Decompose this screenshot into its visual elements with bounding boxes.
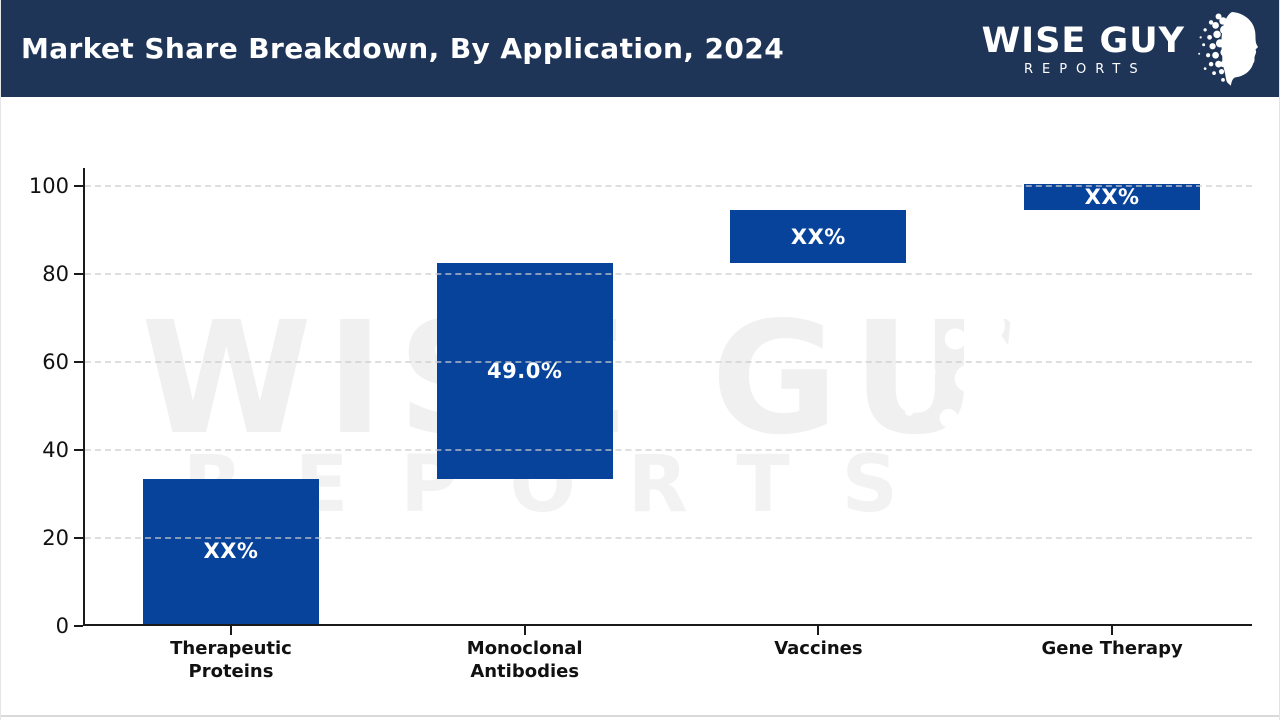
bottom-divider xyxy=(1,715,1279,717)
gridline xyxy=(85,185,1252,187)
bar-value-label: XX% xyxy=(790,224,846,249)
page-title: Market Share Breakdown, By Application, … xyxy=(21,32,785,65)
x-tick-mark xyxy=(1111,626,1114,635)
gridline xyxy=(85,537,1252,539)
bar-therapeutic-proteins: XX% xyxy=(143,478,319,624)
y-tick-label: 100 xyxy=(28,174,69,198)
y-tick-label: 80 xyxy=(42,262,69,286)
gridline xyxy=(85,361,1252,363)
y-tick-label: 40 xyxy=(42,438,69,462)
title-bar: Market Share Breakdown, By Application, … xyxy=(1,0,1279,97)
bar-gene-therapy: XX% xyxy=(1024,184,1201,211)
bar-value-label: 49.0% xyxy=(487,359,563,384)
bar-monoclonal-antibodies: 49.0% xyxy=(436,263,613,479)
bar-value-label: XX% xyxy=(203,539,259,564)
bar-value-label: XX% xyxy=(1084,185,1140,210)
y-tick-mark xyxy=(74,625,83,627)
watermark-wordmark: WISE GUY xyxy=(141,288,1119,469)
gridline xyxy=(85,273,1252,275)
y-tick-label: 0 xyxy=(55,614,69,638)
y-tick-mark xyxy=(74,185,83,187)
y-tick-mark xyxy=(74,361,83,363)
x-category-label: Vaccines xyxy=(774,638,863,659)
bar-vaccines: XX% xyxy=(730,210,907,264)
y-tick-label: 20 xyxy=(42,526,69,550)
gridline xyxy=(85,449,1252,451)
y-tick-label: 60 xyxy=(42,350,69,374)
y-tick-mark xyxy=(74,273,83,275)
logo-text: WISE GUY REPORTS xyxy=(981,20,1185,77)
y-tick-mark xyxy=(74,537,83,539)
wise-guy-logo: WISE GUY REPORTS xyxy=(982,8,1265,92)
logo-wordmark: WISE GUY xyxy=(981,20,1185,61)
x-category-label: Gene Therapy xyxy=(1041,638,1183,659)
logo-face-icon xyxy=(1198,11,1259,86)
x-category-label: Therapeutic Proteins xyxy=(170,638,292,682)
x-tick-mark xyxy=(817,626,820,635)
chart-plot-area: 0 20 40 60 80 100 XX% Therapeutic Proteins 49.0%… xyxy=(29,168,1252,682)
x-tick-mark xyxy=(523,626,526,635)
y-tick-mark xyxy=(74,449,83,451)
x-tick-mark xyxy=(230,626,232,635)
logo-subtitle: REPORTS xyxy=(1023,61,1147,77)
x-category-label: Monoclonal Antibodies xyxy=(466,638,583,682)
